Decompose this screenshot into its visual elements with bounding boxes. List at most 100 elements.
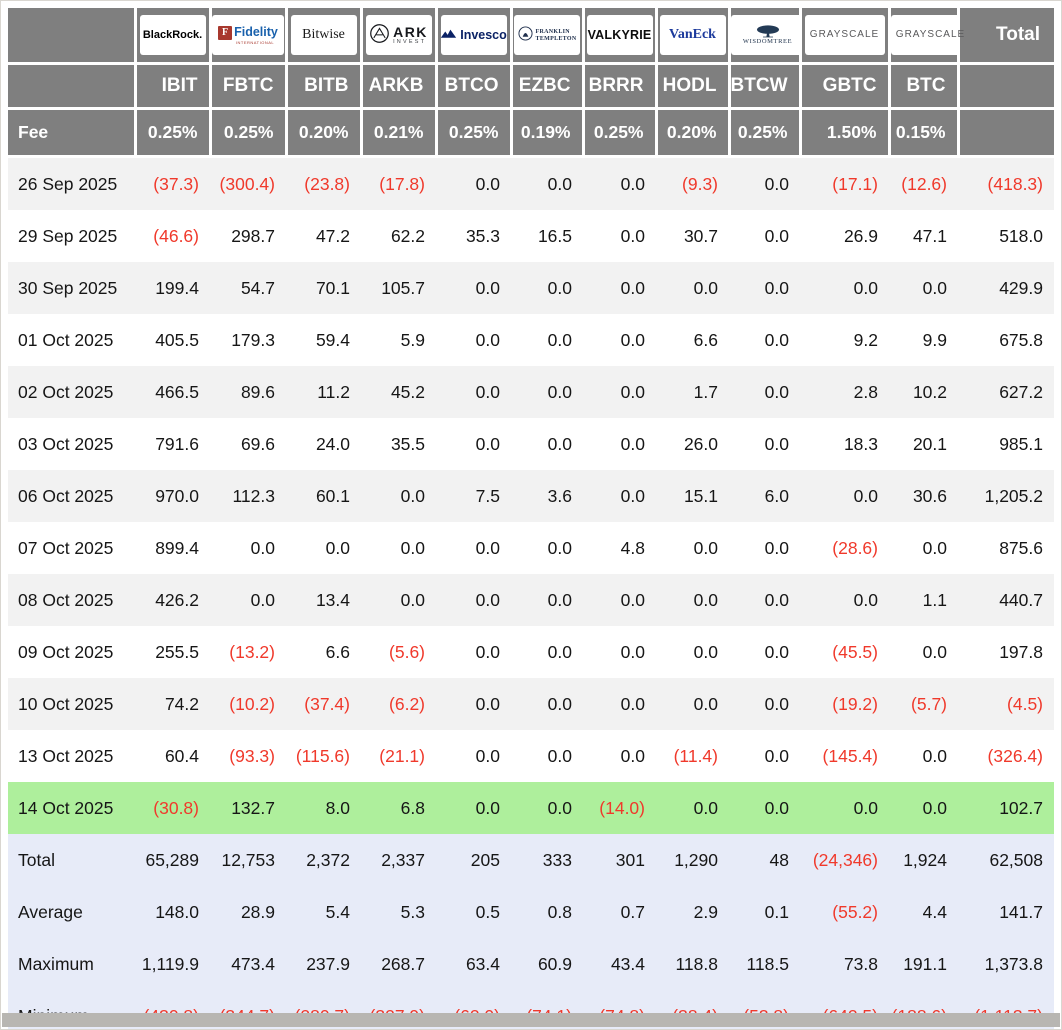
value-cell: 0.0 (764, 537, 789, 558)
value-cell: 0.0 (436, 678, 511, 730)
value-cell: 30.6 (889, 470, 958, 522)
value-cell: 0.0 (620, 225, 645, 246)
ticker-total-blank-cell (958, 63, 1054, 110)
value-cell: 47.2 (315, 225, 350, 246)
ticker-cell-ezbc: EZBC (511, 63, 585, 110)
ticker-cell-bitb: BITB (286, 63, 363, 110)
table-row: 07 Oct 2025 899.4 0.0 0.0 0.0 0.0 0.0 4.8 0.0 0.0… (8, 522, 1054, 574)
summary-value-cell: 1,373.8 (958, 938, 1054, 990)
value-cell: 2.8 (800, 366, 889, 418)
fee-cell-ezbc: 0.19% (511, 108, 585, 158)
value-cell: 199.4 (135, 262, 210, 314)
value-cell: 47.1 (912, 225, 947, 246)
summary-value-cell: 0.7 (583, 886, 656, 938)
value-cell: (19.2) (800, 678, 889, 730)
summary-row-total: Total 65,289 12,753 2,372 2,337 205 333 301 1,29… (8, 834, 1054, 886)
value-cell: 16.5 (537, 225, 572, 246)
logo-header-row: BlackRock. F Fidelity INTERNATIONAL Bitwise A… (8, 8, 1054, 65)
value-cell: 0.0 (620, 745, 645, 766)
value-cell: (418.3) (958, 156, 1054, 210)
value-cell: (10.2) (210, 678, 286, 730)
value-cell: 0.0 (889, 782, 958, 834)
value-cell: 675.8 (999, 329, 1043, 350)
value-cell: 429.9 (958, 262, 1054, 314)
value-cell: (5.6) (389, 641, 425, 662)
value-cell: 0.0 (361, 574, 436, 626)
value-cell: 6.0 (729, 470, 800, 522)
summary-value-cell: 141.7 (958, 886, 1054, 938)
value-cell: 1.1 (889, 574, 958, 626)
value-cell: 1.7 (656, 366, 729, 418)
value-cell: 0.0 (922, 537, 947, 558)
horizontal-scrollbar-track[interactable] (2, 1013, 1060, 1027)
summary-label-cell: Maximum (8, 938, 135, 990)
fee-cell-brrr: 0.25% (583, 108, 658, 158)
table-row: 26 Sep 2025 (37.3) (300.4) (23.8) (17.8) 0.0 0… (8, 156, 1054, 210)
fee-total-blank-cell (958, 108, 1054, 158)
value-cell: 0.0 (729, 366, 800, 418)
table-body: 26 Sep 2025 (37.3) (300.4) (23.8) (17.8) 0.0 0… (8, 156, 1054, 1029)
value-cell: 0.0 (729, 156, 800, 210)
grayscale-logo: GRAYSCALE (890, 15, 971, 55)
value-cell: 426.2 (135, 574, 210, 626)
value-cell: 26.0 (683, 433, 718, 454)
table-head: BlackRock. F Fidelity INTERNATIONAL Bitwise A… (8, 8, 1054, 158)
summary-value-cell: 2,372 (286, 834, 361, 886)
value-cell: 0.0 (436, 156, 511, 210)
value-cell: 466.5 (135, 366, 210, 418)
templeton-line: TEMPLETON (535, 35, 577, 42)
value-cell: 0.0 (511, 574, 583, 626)
value-cell: 0.0 (656, 574, 729, 626)
fidelity-f-icon: F (218, 25, 233, 40)
value-cell: 30.7 (683, 225, 718, 246)
valkyrie-logo-cell: VALKYRIE (583, 8, 658, 65)
blackrock-wordmark: BlackRock. (142, 28, 203, 41)
franklin-templeton-wordmark: FRANKLIN TEMPLETON (518, 25, 577, 45)
date-cell: 07 Oct 2025 (18, 537, 114, 558)
invesco-mountain-icon (441, 27, 458, 43)
table-row: 09 Oct 2025 255.5 (13.2) 6.6 (5.6) 0.0 0.0 0.0 0… (8, 626, 1054, 678)
grayscale-logo-cell: GRAYSCALE (889, 8, 971, 65)
value-cell: 13.4 (286, 574, 361, 626)
value-cell: (46.6) (153, 225, 199, 246)
fee-cell-gbtc: 1.50% (800, 108, 891, 158)
summary-value-cell: 1,119.9 (135, 938, 210, 990)
value-cell: (5.7) (889, 678, 958, 730)
value-cell: 0.0 (620, 329, 645, 350)
value-cell: (326.4) (987, 745, 1043, 766)
summary-value-cell: 62,508 (958, 834, 1054, 886)
value-cell: 0.0 (475, 641, 500, 662)
value-cell: 0.0 (400, 537, 425, 558)
value-cell: 0.0 (475, 433, 500, 454)
value-cell: 0.0 (656, 262, 729, 314)
summary-value-cell: 333 (511, 834, 583, 886)
summary-value-cell: 301 (583, 834, 656, 886)
fidelity-logo: F Fidelity INTERNATIONAL (212, 15, 284, 55)
value-cell: 0.0 (475, 537, 500, 558)
value-cell: 112.3 (210, 470, 286, 522)
date-cell: 26 Sep 2025 (8, 156, 135, 210)
summary-value-cell: 268.7 (361, 938, 436, 990)
date-cell: 30 Sep 2025 (8, 262, 135, 314)
value-cell: 0.0 (511, 678, 583, 730)
date-cell: 13 Oct 2025 (18, 745, 114, 766)
value-cell: 0.0 (729, 678, 800, 730)
value-cell: 60.4 (164, 745, 199, 766)
value-cell: 35.3 (465, 225, 500, 246)
invesco-name: Invesco (460, 27, 507, 42)
fee-cell-hodl: 0.20% (656, 108, 731, 158)
value-cell: 0.0 (620, 641, 645, 662)
summary-value-cell: 0.1 (729, 886, 800, 938)
value-cell: 405.5 (155, 329, 199, 350)
ark-name: ARK (393, 23, 428, 40)
value-cell: 0.0 (764, 433, 789, 454)
ark-invest-label: INVEST (393, 38, 427, 45)
wisdomtree-wordmark: WISDOMTREE (742, 37, 793, 45)
fidelity-international-label: INTERNATIONAL (235, 39, 275, 45)
value-cell: 0.0 (210, 574, 286, 626)
value-cell: 440.7 (958, 574, 1054, 626)
value-cell: 0.0 (800, 262, 889, 314)
summary-row-average: Average 148.0 28.9 5.4 5.3 0.5 0.8 0.7 2.9 0.1 (55… (8, 886, 1054, 938)
summary-value-cell: 205 (436, 834, 511, 886)
